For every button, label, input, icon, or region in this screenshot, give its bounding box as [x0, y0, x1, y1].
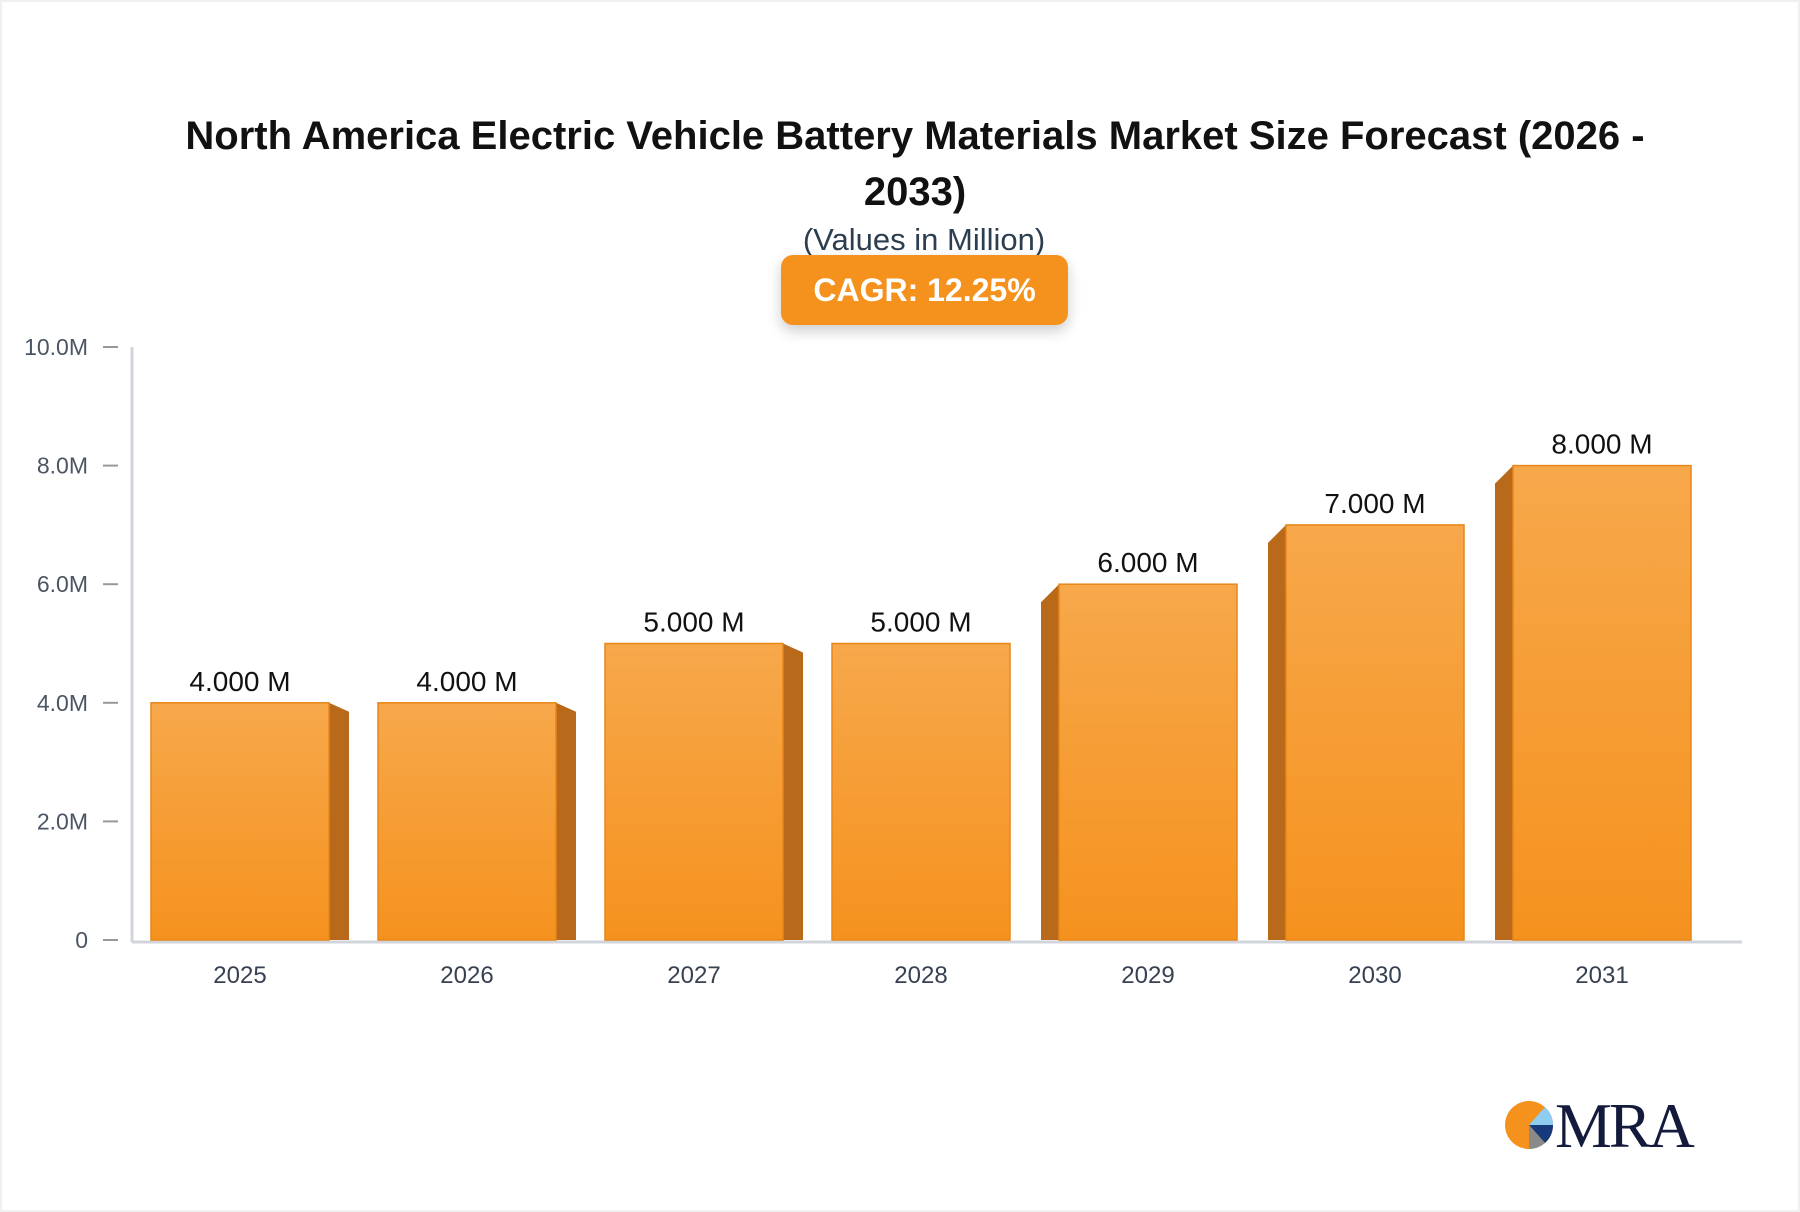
- y-tick-label: 0: [75, 927, 88, 953]
- bar-2029: [1058, 583, 1238, 941]
- bar-2027: [604, 642, 784, 941]
- chart-subtitle: (Values in Million): [802, 222, 1046, 257]
- logo-text: MRA: [1555, 1090, 1695, 1161]
- bar-2031: [1512, 464, 1692, 941]
- bar-side: [1268, 524, 1286, 940]
- data-label: 4.000 M: [416, 666, 517, 697]
- data-label: 5.000 M: [643, 607, 744, 638]
- bar-side: [329, 702, 349, 940]
- bar-side: [1041, 584, 1059, 940]
- x-tick-label: 2030: [1348, 962, 1401, 989]
- chart-title: North America Electric Vehicle Battery M…: [185, 114, 1645, 214]
- data-label: 4.000 M: [189, 666, 290, 697]
- bar-side: [1495, 465, 1513, 940]
- x-tick-label: 2025: [213, 962, 266, 989]
- x-tick-label: 2027: [667, 962, 720, 989]
- pie-logo-icon: [1505, 1101, 1554, 1150]
- y-tick-label: 4.0M: [37, 690, 88, 716]
- bar-2026: [377, 702, 557, 941]
- data-label: 8.000 M: [1551, 429, 1652, 460]
- data-label: 7.000 M: [1324, 488, 1425, 519]
- x-tick-label: 2031: [1575, 962, 1628, 989]
- mra-logo: MRA: [1505, 1090, 1695, 1161]
- bar-2028: [831, 642, 1011, 941]
- y-tick-label: 8.0M: [37, 453, 88, 479]
- cagr-badge: CAGR: 12.25%: [781, 255, 1068, 325]
- data-label: 5.000 M: [870, 607, 971, 638]
- bar-side: [783, 643, 803, 940]
- y-tick-label: 10.0M: [24, 334, 88, 360]
- x-tick-label: 2028: [894, 962, 947, 989]
- bar-2025: [150, 702, 330, 941]
- y-tick-label: 2.0M: [37, 808, 88, 834]
- bar-side: [556, 702, 576, 940]
- data-label: 6.000 M: [1097, 547, 1198, 578]
- y-tick-label: 6.0M: [37, 571, 88, 597]
- bar-2030: [1285, 524, 1465, 941]
- x-tick-label: 2029: [1121, 962, 1174, 989]
- x-tick-label: 2026: [440, 962, 493, 989]
